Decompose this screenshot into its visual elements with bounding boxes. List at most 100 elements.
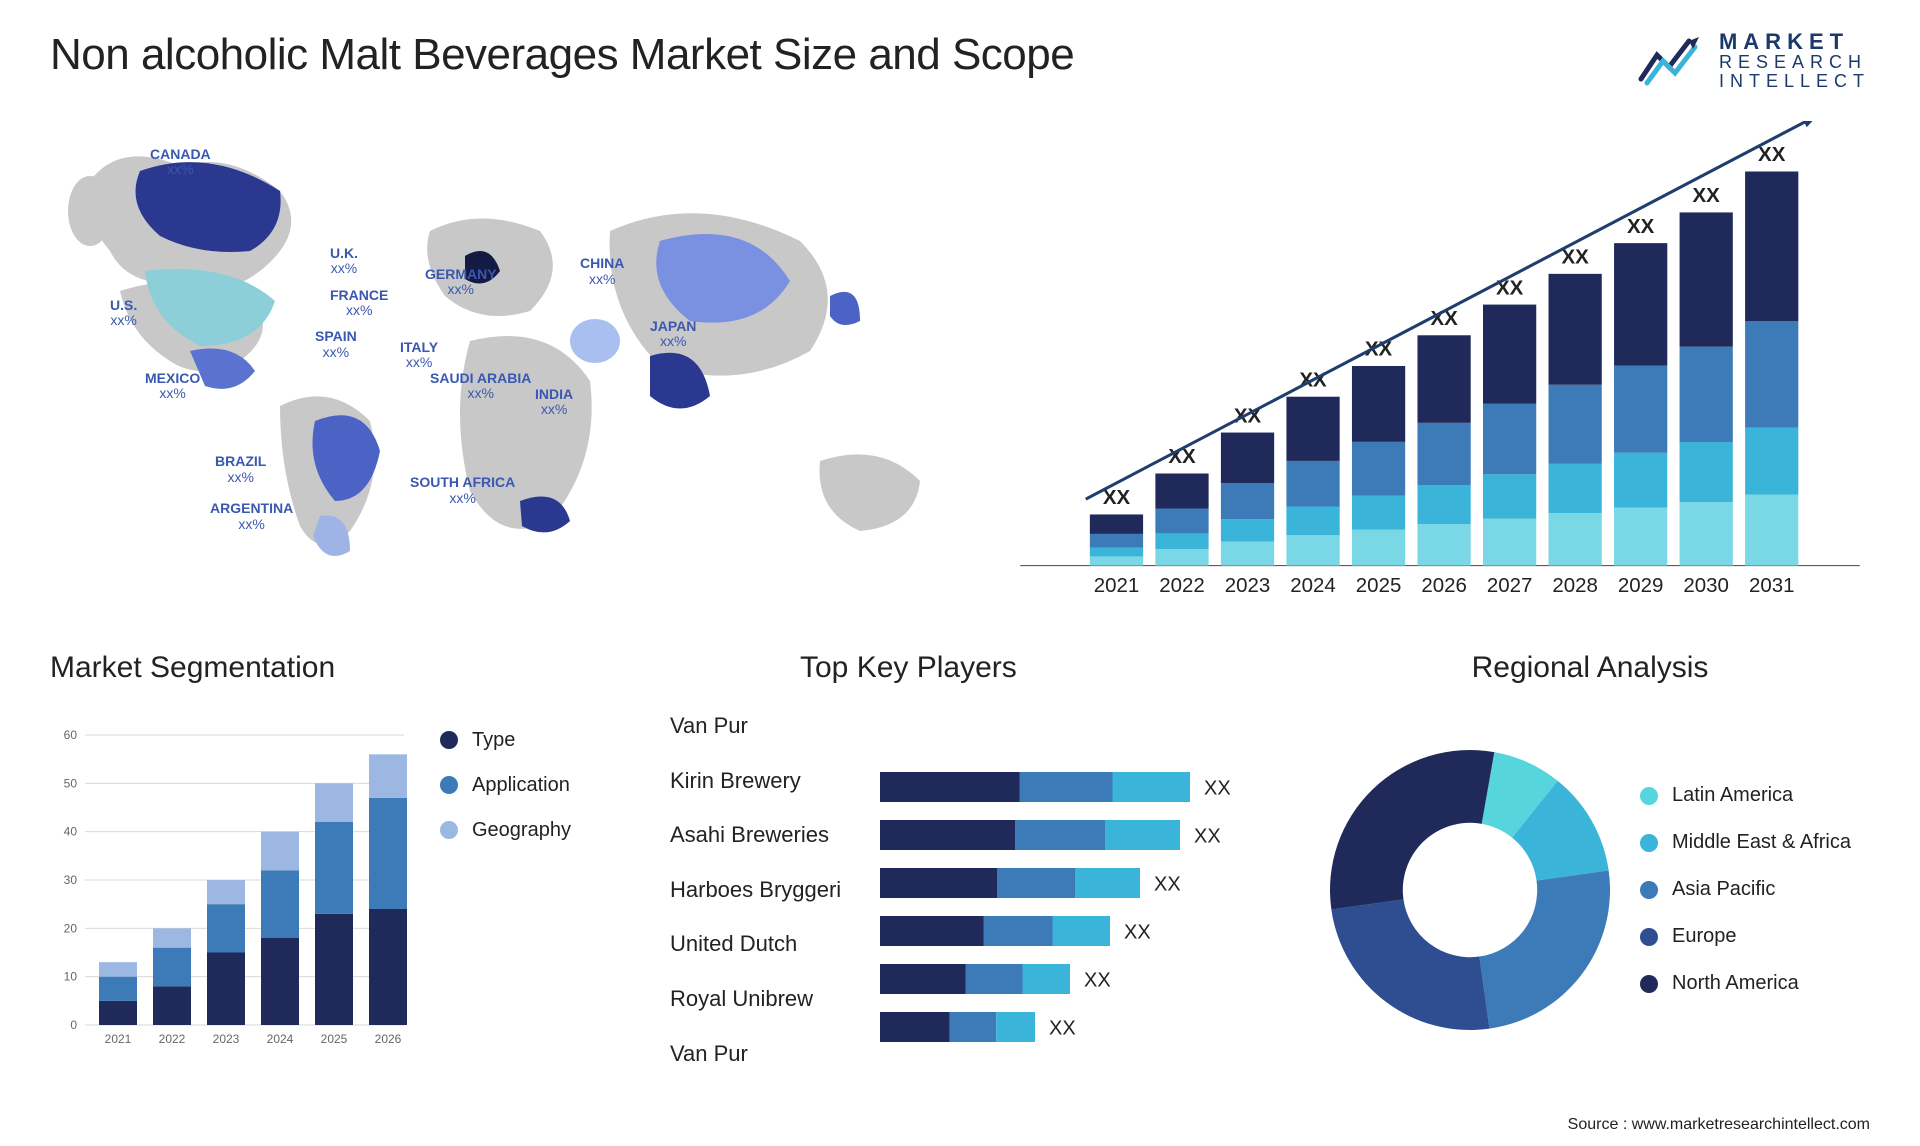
map-label-pct: xx%	[650, 334, 696, 349]
map-label-pct: xx%	[110, 313, 137, 328]
legend-label: Application	[472, 774, 570, 797]
legend-swatch	[440, 776, 458, 794]
legend-label: Asia Pacific	[1672, 878, 1775, 901]
map-label-pct: xx%	[330, 261, 358, 276]
legend-swatch	[440, 731, 458, 749]
player-name: Kirin Brewery	[670, 768, 880, 794]
map-label: ARGENTINAxx%	[210, 501, 293, 532]
map-label: SOUTH AFRICAxx%	[410, 475, 515, 506]
svg-text:XX: XX	[1194, 825, 1221, 847]
map-label-name: INDIA	[535, 386, 573, 402]
legend-swatch	[1640, 881, 1658, 899]
regional-legend-item: Latin America	[1640, 784, 1870, 807]
map-label-pct: xx%	[145, 386, 200, 401]
regional-legend-item: Europe	[1640, 925, 1870, 948]
key-players-chart-svg: XXXXXXXXXXXX	[880, 699, 1250, 1081]
map-label-pct: xx%	[150, 162, 211, 177]
brand-logo: MARKET RESEARCH INTELLECT	[1637, 30, 1870, 91]
legend-swatch	[1640, 928, 1658, 946]
svg-text:60: 60	[64, 728, 78, 742]
svg-text:30: 30	[64, 873, 78, 887]
key-players-title: Top Key Players	[670, 651, 1250, 685]
map-label-pct: xx%	[210, 517, 293, 532]
svg-text:2021: 2021	[1094, 574, 1140, 597]
world-map: CANADAxx%U.S.xx%MEXICOxx%BRAZILxx%ARGENT…	[50, 121, 970, 611]
legend-label: Type	[472, 729, 515, 752]
regional-donut-svg	[1310, 730, 1630, 1050]
map-label-name: CANADA	[150, 146, 211, 162]
segmentation-legend-item: Geography	[440, 819, 610, 842]
svg-text:2028: 2028	[1552, 574, 1598, 597]
segmentation-panel: Market Segmentation 01020304050602021202…	[50, 651, 610, 1081]
map-label-name: CHINA	[580, 255, 624, 271]
legend-swatch	[440, 821, 458, 839]
logo-text-1: MARKET	[1719, 30, 1870, 53]
svg-text:20: 20	[64, 921, 78, 935]
players-names-list: Van PurKirin BreweryAsahi BreweriesHarbo…	[670, 699, 880, 1081]
map-label-name: MEXICO	[145, 370, 200, 386]
map-label-pct: xx%	[410, 491, 515, 506]
regional-panel: Regional Analysis Latin AmericaMiddle Ea…	[1310, 651, 1870, 1081]
legend-swatch	[1640, 975, 1658, 993]
world-map-svg	[50, 121, 970, 591]
svg-text:2030: 2030	[1683, 574, 1729, 597]
map-label-pct: xx%	[430, 386, 531, 401]
map-label: CANADAxx%	[150, 147, 211, 178]
segmentation-chart-svg: 0102030405060202120222023202420252026	[50, 699, 410, 1081]
map-label-pct: xx%	[330, 303, 388, 318]
svg-text:2023: 2023	[1225, 574, 1271, 597]
map-label-pct: xx%	[425, 282, 497, 297]
legend-swatch	[1640, 787, 1658, 805]
map-label: MEXICOxx%	[145, 371, 200, 402]
player-name: Royal Unibrew	[670, 986, 880, 1012]
map-label: BRAZILxx%	[215, 454, 266, 485]
player-name: United Dutch	[670, 931, 880, 957]
map-label: CHINAxx%	[580, 256, 624, 287]
player-name: Harboes Bryggeri	[670, 877, 880, 903]
regional-legend-item: Asia Pacific	[1640, 878, 1870, 901]
map-label-name: ARGENTINA	[210, 500, 293, 516]
svg-text:XX: XX	[1693, 184, 1721, 207]
svg-text:2024: 2024	[1290, 574, 1336, 597]
svg-text:50: 50	[64, 776, 78, 790]
player-name: Van Pur	[670, 1041, 880, 1067]
svg-text:2021: 2021	[105, 1032, 132, 1046]
svg-text:2025: 2025	[1356, 574, 1402, 597]
svg-text:XX: XX	[1496, 276, 1524, 299]
map-label: U.K.xx%	[330, 246, 358, 277]
map-label: INDIAxx%	[535, 387, 573, 418]
source-line: Source : www.marketresearchintellect.com	[1568, 1116, 1870, 1134]
map-label-name: BRAZIL	[215, 453, 266, 469]
svg-text:XX: XX	[1154, 873, 1181, 895]
svg-text:2031: 2031	[1749, 574, 1795, 597]
svg-text:2022: 2022	[1159, 574, 1205, 597]
map-label: SAUDI ARABIAxx%	[430, 371, 531, 402]
map-label-pct: xx%	[400, 355, 438, 370]
map-label: ITALYxx%	[400, 340, 438, 371]
map-label-pct: xx%	[535, 402, 573, 417]
logo-text-2: RESEARCH	[1719, 53, 1870, 72]
segmentation-legend: Type Application Geography	[440, 699, 610, 1081]
svg-text:40: 40	[64, 825, 78, 839]
svg-text:XX: XX	[1124, 921, 1151, 943]
svg-text:XX: XX	[1758, 143, 1786, 166]
svg-text:2026: 2026	[375, 1032, 402, 1046]
svg-text:XX: XX	[1204, 777, 1231, 799]
legend-label: Latin America	[1672, 784, 1793, 807]
player-name: Van Pur	[670, 713, 880, 739]
svg-text:2022: 2022	[159, 1032, 186, 1046]
svg-text:2025: 2025	[321, 1032, 348, 1046]
legend-label: Europe	[1672, 925, 1737, 948]
map-label-name: GERMANY	[425, 266, 497, 282]
map-label-pct: xx%	[580, 272, 624, 287]
key-players-panel: Top Key Players Van PurKirin BreweryAsah…	[670, 651, 1250, 1081]
segmentation-legend-item: Application	[440, 774, 610, 797]
map-label-name: JAPAN	[650, 318, 696, 334]
segmentation-legend-item: Type	[440, 729, 610, 752]
forecast-bar-chart: XX2021XX2022XX2023XX2024XX2025XX2026XX20…	[1010, 121, 1870, 611]
map-label: U.S.xx%	[110, 298, 137, 329]
svg-text:2029: 2029	[1618, 574, 1664, 597]
map-label-name: ITALY	[400, 339, 438, 355]
svg-text:XX: XX	[1049, 1017, 1076, 1039]
map-label-name: U.K.	[330, 245, 358, 261]
